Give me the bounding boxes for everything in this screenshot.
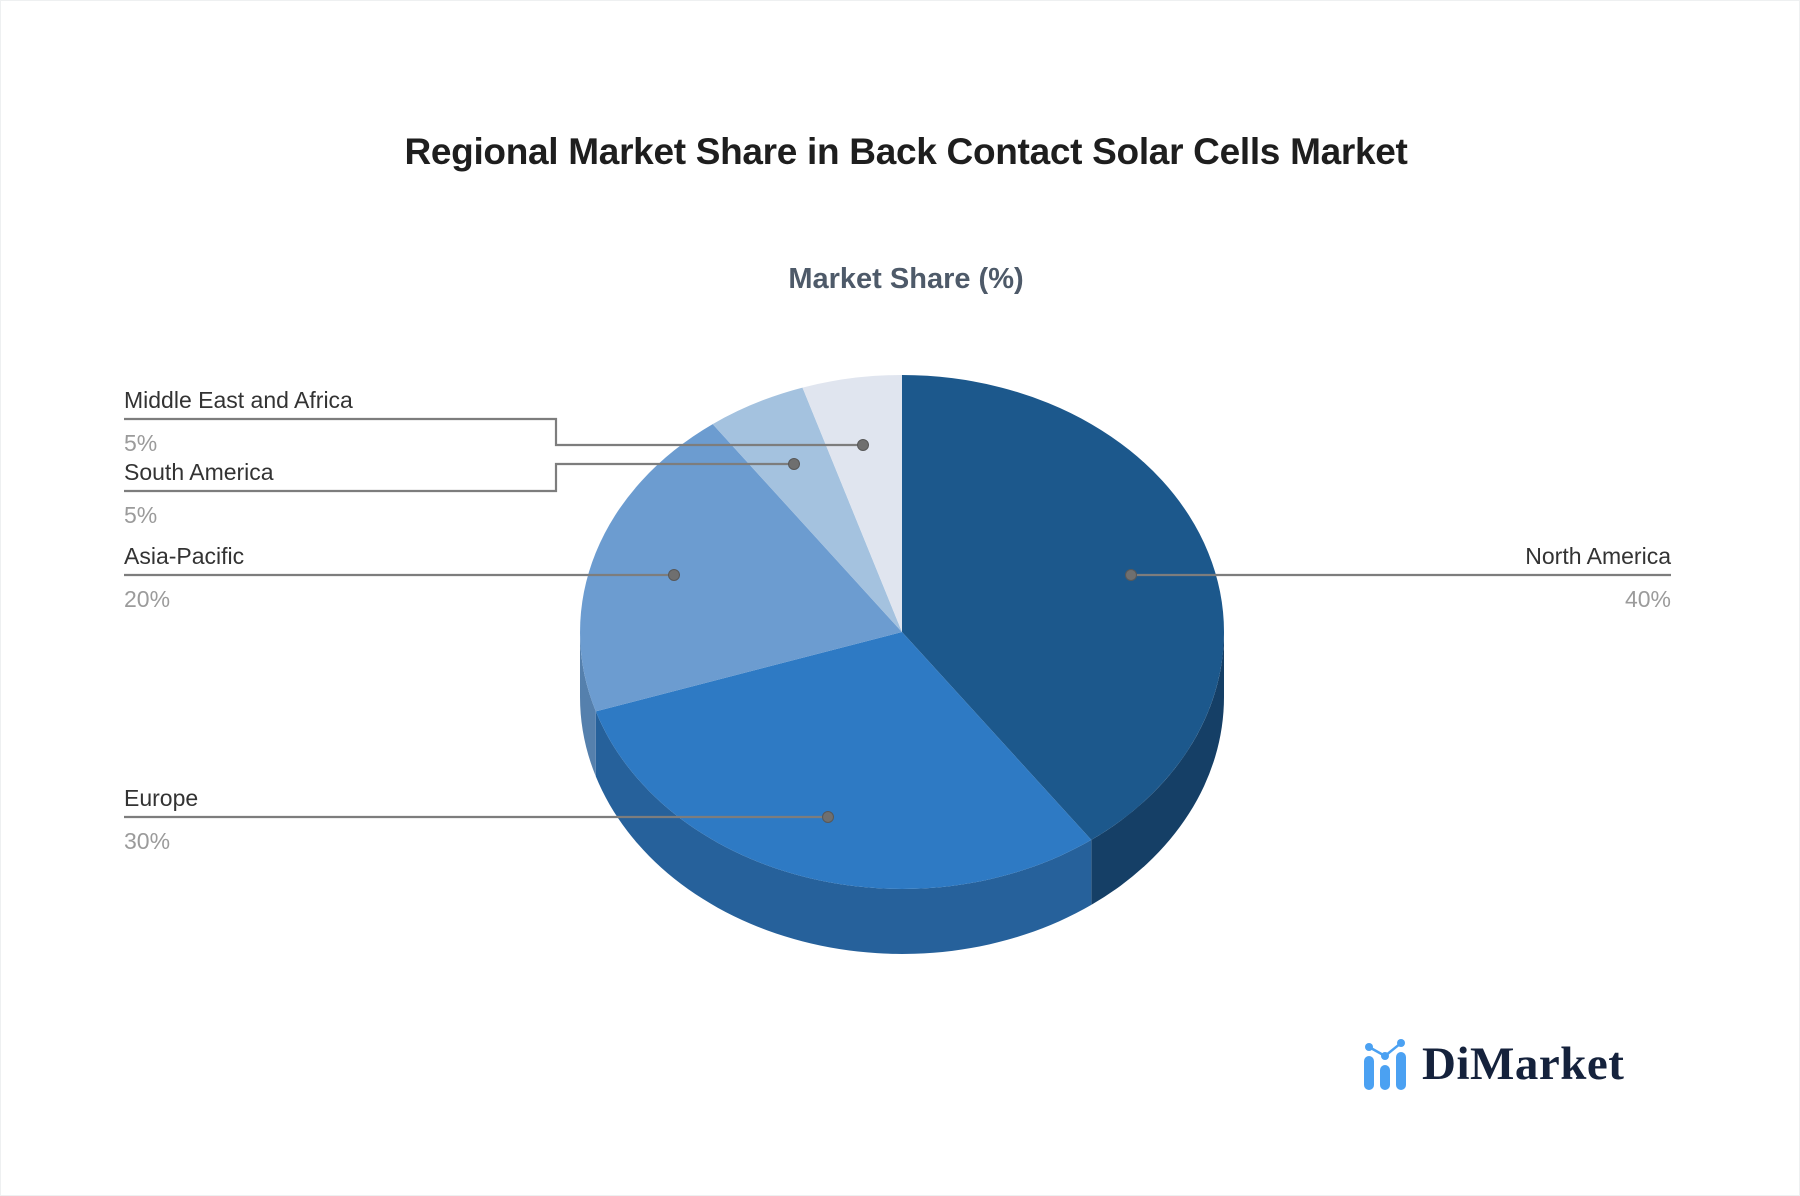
leader-dot-north-america <box>1125 569 1137 581</box>
pie-rim-north-america <box>1091 632 1224 905</box>
chart-subtitle: Market Share (%) <box>788 263 1024 295</box>
leader-line-south-america <box>124 462 794 493</box>
logo-bar <box>1396 1052 1406 1090</box>
dimarket-logo-text: DiMarket <box>1422 1038 1625 1090</box>
slice-label-middle-east-and-africa: Middle East and Africa <box>124 387 353 413</box>
logo-bar <box>1380 1065 1390 1090</box>
pie-slice-south-america[interactable] <box>712 387 902 632</box>
pie-rims <box>580 632 1224 954</box>
logo-bar <box>1364 1056 1374 1090</box>
pie-rim-asia-pacific <box>580 632 596 777</box>
slice-label-north-america: North America <box>1525 543 1671 569</box>
leader-lines <box>124 417 1671 823</box>
logo-dot <box>1365 1043 1373 1051</box>
leader-dot-europe <box>822 811 834 823</box>
pie-slice-middle-east-and-africa[interactable] <box>802 375 903 632</box>
slice-value-south-america: 5% <box>124 502 157 528</box>
slice-value-europe: 30% <box>124 828 170 854</box>
dimarket-logo-icon <box>1364 1039 1406 1090</box>
slice-value-middle-east-and-africa: 5% <box>124 430 157 456</box>
pie-slice-north-america[interactable] <box>902 374 1225 840</box>
leader-dot-asia-pacific <box>668 569 680 581</box>
leader-dot-south-america <box>788 458 800 470</box>
leader-line-middle-east-and-africa <box>124 417 863 447</box>
slice-label-europe: Europe <box>124 785 198 811</box>
slice-value-north-america: 40% <box>1625 586 1671 612</box>
slice-labels: North America 40% Europe 30% Asia-Pacific 20%… <box>124 387 1671 854</box>
pie-slice-asia-pacific[interactable] <box>580 424 902 712</box>
logo-dot <box>1397 1039 1405 1047</box>
leader-dot-middle-east-and-africa <box>857 439 869 451</box>
chart-title: Regional Market Share in Back Contact So… <box>404 131 1408 172</box>
slice-value-asia-pacific: 20% <box>124 586 170 612</box>
slice-label-south-america: South America <box>124 459 274 485</box>
pie-slice-europe[interactable] <box>595 632 1092 889</box>
logo-dot <box>1381 1052 1389 1060</box>
dimarket-logo: DiMarket <box>1363 1037 1624 1091</box>
pie-rim-europe <box>595 711 1092 954</box>
slice-label-asia-pacific: Asia-Pacific <box>124 543 244 569</box>
pie-slices <box>580 374 1225 889</box>
